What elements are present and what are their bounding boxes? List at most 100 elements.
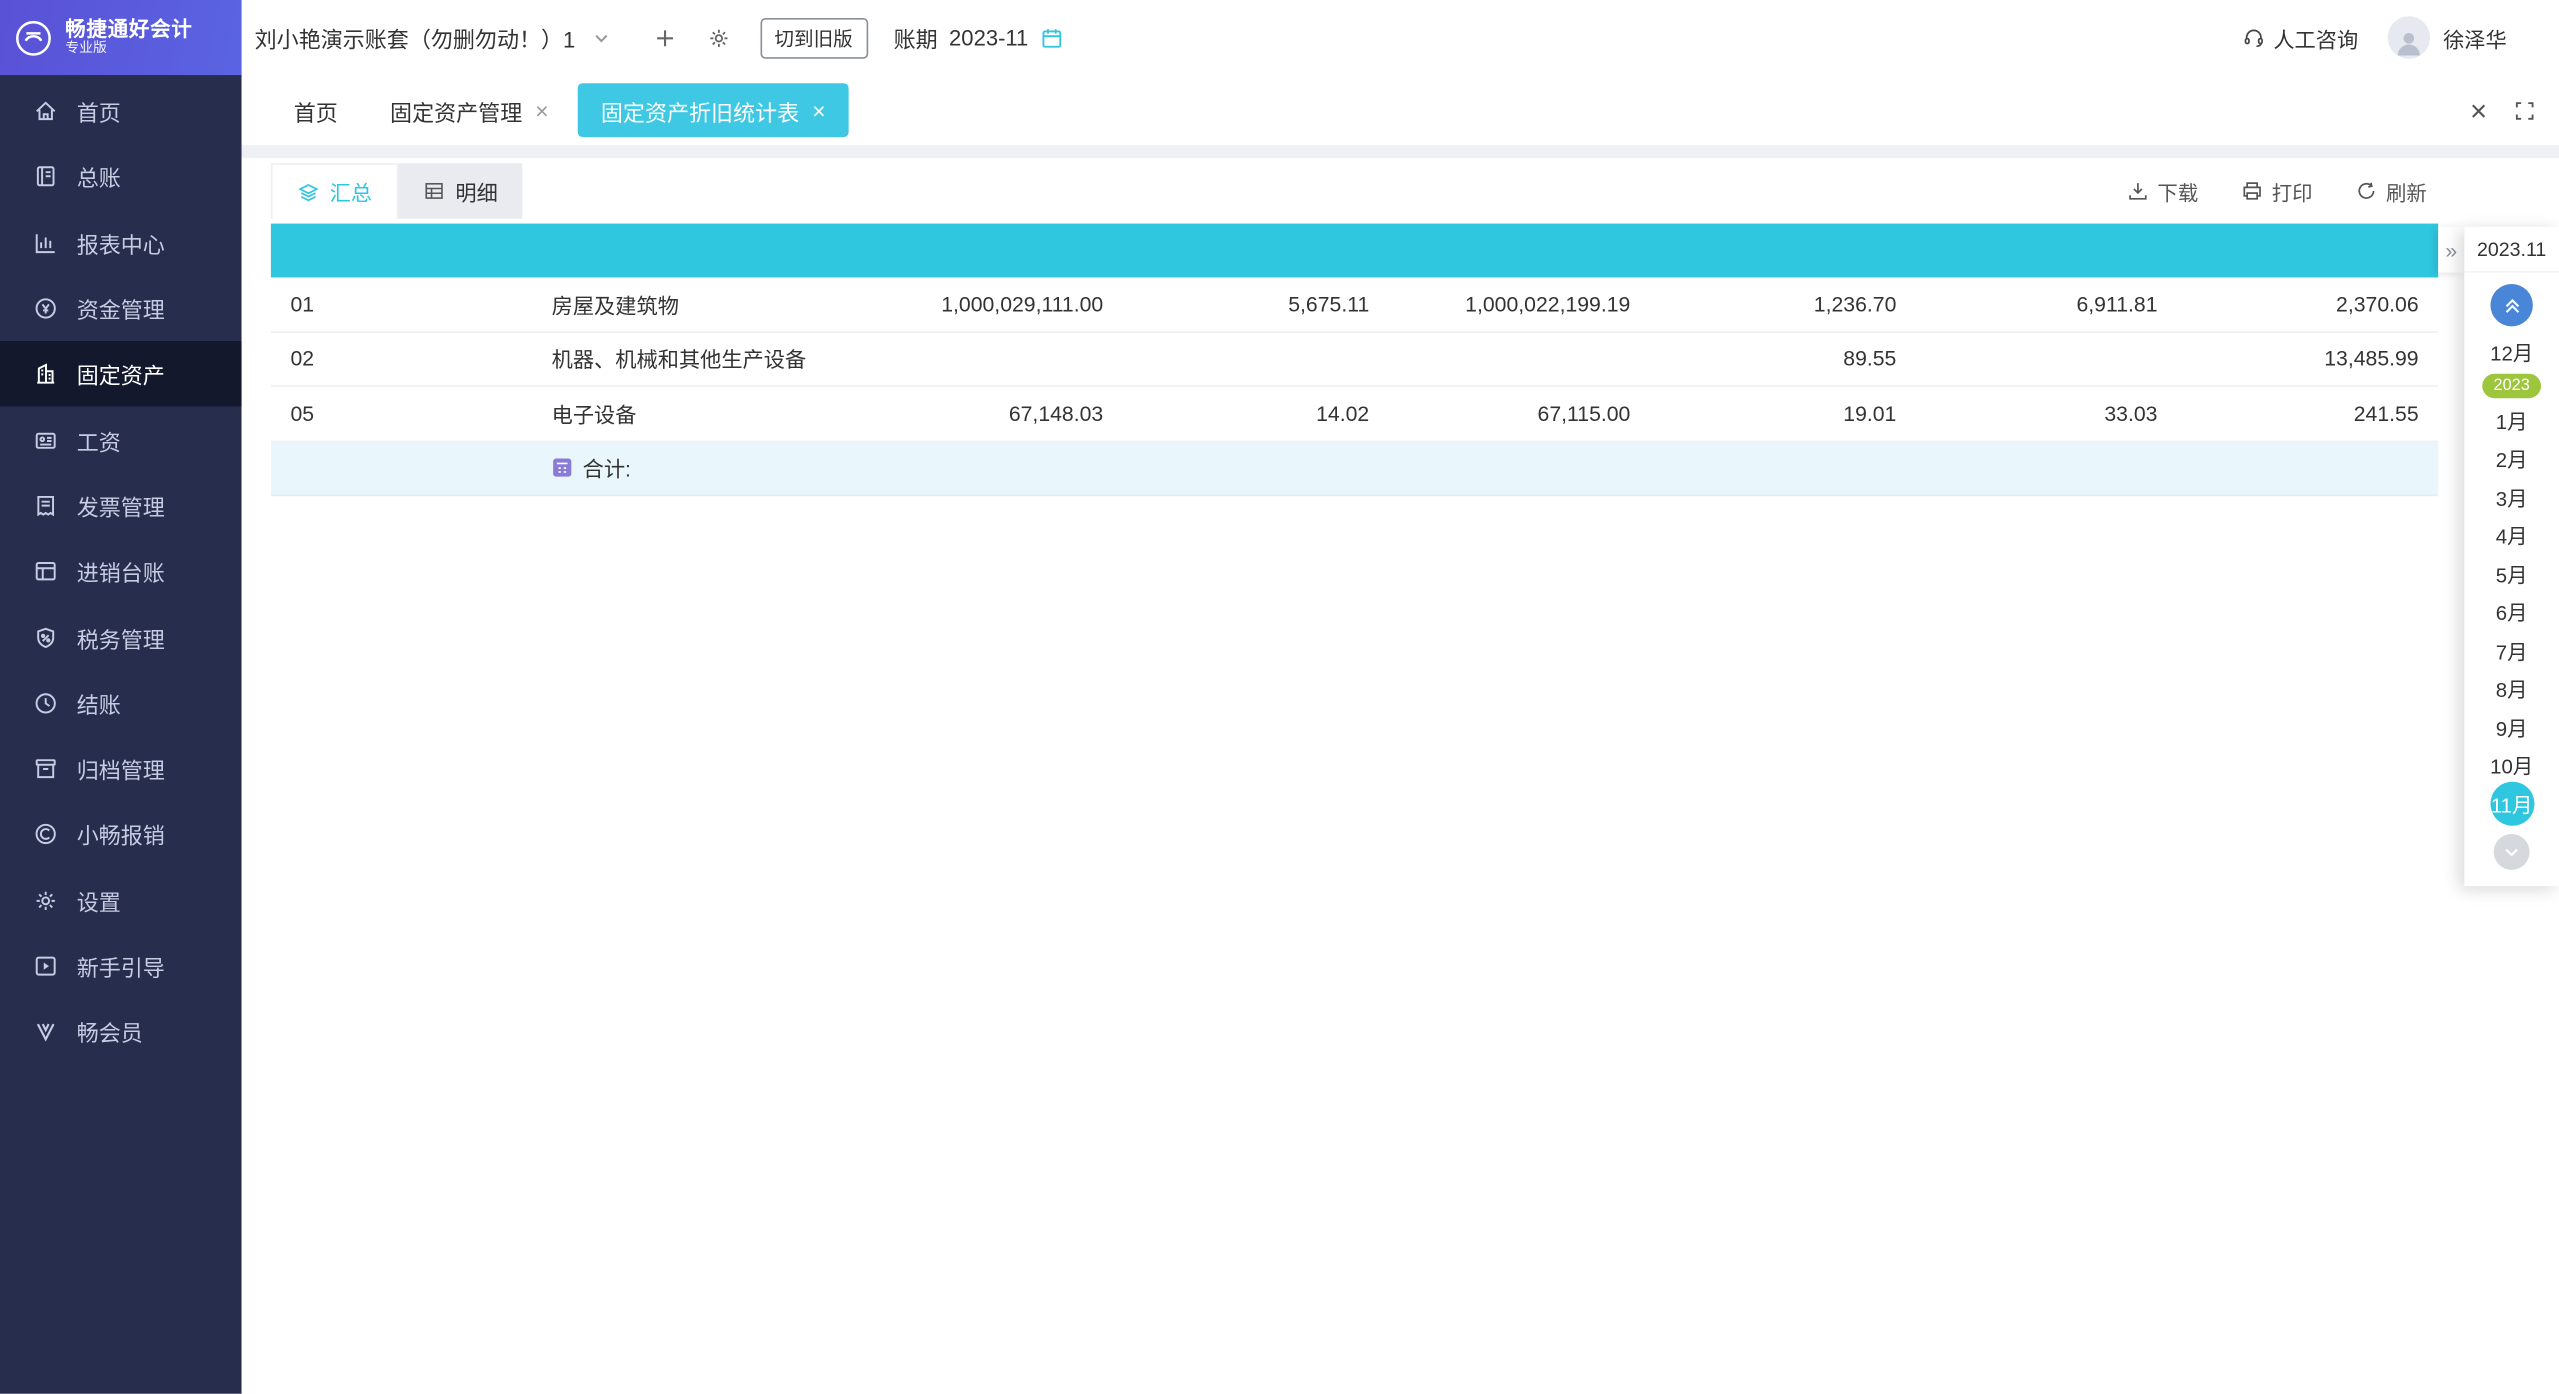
- username[interactable]: 徐泽华: [2443, 26, 2507, 52]
- sidebar-item-home[interactable]: 首页: [0, 78, 242, 144]
- month-item-12[interactable]: 11月: [2464, 781, 2559, 826]
- ending-accum-depreciation-cell: [1916, 332, 2177, 385]
- column-header-4: [1389, 224, 1650, 278]
- topbar-right: 人工咨询 徐泽华: [2242, 16, 2507, 59]
- sidebar-item-archive-management[interactable]: 归档管理: [0, 736, 242, 802]
- account-set-name: 刘小艳演示账套（勿删勿动！）1: [254, 27, 576, 53]
- scroll-down-button[interactable]: [2493, 833, 2530, 870]
- total-label-cell: 合计:: [532, 441, 858, 494]
- net-value-cell: 67,115.00: [1537, 401, 1631, 426]
- original-value-cell: 67,148.03: [1008, 401, 1104, 426]
- calendar-icon[interactable]: [1040, 25, 1064, 49]
- fund-icon: [33, 295, 59, 321]
- table-row-2[interactable]: 05 电子设备 67,148.03 14.02 67,115.00 19.01 …: [270, 387, 2439, 442]
- app-logo: 畅捷通好会计 专业版: [0, 0, 242, 76]
- category-name-cell: 电子设备: [551, 402, 637, 428]
- tab-close-icon[interactable]: ×: [812, 97, 826, 124]
- chevron-down-icon: [592, 29, 610, 47]
- sidebar-item-beginner-guide[interactable]: 新手引导: [0, 933, 242, 999]
- month-item-9[interactable]: 8月: [2495, 679, 2528, 703]
- summary-view-label: 汇总: [329, 181, 373, 206]
- tab-home[interactable]: 首页 ×: [293, 100, 338, 125]
- sidebar-nav: 首页 总账 报表中心 资金管理 固定资产 工资 发票管理 进销台账 税务管理 结…: [0, 75, 242, 1065]
- month-item-6[interactable]: 5月: [2495, 564, 2528, 588]
- month-item-8[interactable]: 7月: [2495, 640, 2528, 664]
- ledger-icon: [33, 164, 59, 190]
- current-year-depreciation-cell: 2,370.06: [2336, 291, 2419, 317]
- add-account-set-button[interactable]: [652, 25, 676, 49]
- sidebar-item-closing[interactable]: 结账: [0, 670, 242, 736]
- closing-icon: [33, 690, 59, 716]
- tab-close-icon[interactable]: ×: [535, 97, 549, 124]
- tab-fixed-asset-depreciation-report[interactable]: 固定资产折旧统计表 ×: [578, 83, 849, 138]
- category-code-cell: 02: [290, 346, 315, 371]
- stock-ledger-icon: [33, 559, 59, 585]
- print-icon: [2241, 180, 2264, 203]
- original-value-cell: [858, 332, 1122, 385]
- detail-view-tab[interactable]: 明细: [398, 163, 523, 219]
- month-item-11[interactable]: 10月: [2490, 756, 2534, 779]
- print-label: 打印: [2271, 181, 2313, 205]
- current-month-depreciation-cell: 19.01: [1843, 401, 1897, 426]
- logo-icon: [13, 17, 54, 58]
- month-item-7[interactable]: 6月: [2495, 602, 2528, 626]
- month-item-2[interactable]: 1月: [2495, 410, 2528, 434]
- refresh-button[interactable]: 刷新: [2355, 175, 2427, 206]
- sidebar-item-fixed-assets[interactable]: 固定资产: [0, 341, 242, 408]
- month-item-5[interactable]: 4月: [2495, 525, 2528, 549]
- account-settings-gear-button[interactable]: [706, 25, 730, 49]
- sidebar-item-purchase-sale-ledger[interactable]: 进销台账: [0, 539, 242, 605]
- month-panel-collapse-handle[interactable]: »: [2438, 226, 2465, 273]
- sidebar-item-general-ledger[interactable]: 总账: [0, 144, 242, 210]
- sidebar-item-invoice-management[interactable]: 发票管理: [0, 473, 242, 539]
- column-header-7: [2177, 224, 2438, 278]
- switch-old-version-button[interactable]: 切到旧版: [759, 17, 868, 58]
- column-header-5: [1650, 224, 1916, 278]
- total-cell-4: [1916, 441, 2177, 494]
- close-tabs-button[interactable]: ×: [2470, 93, 2488, 127]
- sidebar-item-tax-management[interactable]: 税务管理: [0, 604, 242, 670]
- month-item-3[interactable]: 2月: [2495, 449, 2528, 473]
- topbar: 刘小艳演示账套（勿删勿动！）1 切到旧版 账期 2023-11 人工咨询: [241, 0, 2559, 76]
- support-button[interactable]: 人工咨询: [2242, 22, 2358, 53]
- month-item-0[interactable]: 12月: [2490, 343, 2534, 366]
- current-month-depreciation-cell: 89.55: [1843, 346, 1897, 371]
- tax-icon: [33, 624, 59, 650]
- current-period-label: 2023.11: [2464, 227, 2559, 273]
- sidebar-item-reimbursement[interactable]: 小畅报销: [0, 802, 242, 868]
- accounting-period: 账期 2023-11: [894, 21, 1065, 54]
- print-button[interactable]: 打印: [2241, 175, 2313, 206]
- tab-fixed-asset-management[interactable]: 固定资产管理 ×: [390, 97, 549, 125]
- account-set-selector[interactable]: 刘小艳演示账套（勿删勿动！）1: [255, 21, 610, 54]
- sidebar-item-settings[interactable]: 设置: [0, 868, 242, 934]
- sidebar-item-report-center[interactable]: 报表中心: [0, 210, 242, 276]
- period-value[interactable]: 2023-11: [949, 25, 1029, 50]
- sidebar-item-fund-management[interactable]: 资金管理: [0, 276, 242, 342]
- beginning-accum-depreciation-cell: 14.02: [1316, 401, 1370, 426]
- avatar[interactable]: [2387, 16, 2431, 59]
- summary-view-tab[interactable]: 汇总: [270, 163, 399, 219]
- column-header-6: [1916, 224, 2177, 278]
- layers-icon: [297, 180, 320, 203]
- table-header-row: [270, 223, 2439, 278]
- open-tabs: 首页 × 固定资产管理 × 固定资产折旧统计表 ×: [242, 83, 855, 138]
- calculator-icon: [552, 457, 573, 478]
- fullscreen-button[interactable]: [2513, 99, 2536, 122]
- ending-accum-depreciation-cell: 6,911.81: [2076, 291, 2158, 317]
- column-header-2: [858, 224, 1122, 278]
- total-cell-1: [1123, 441, 1389, 494]
- depreciation-statistics-table: 01 房屋及建筑物 1,000,029,111.00 5,675.11 1,00…: [270, 223, 2439, 497]
- scroll-up-button[interactable]: [2490, 283, 2533, 327]
- sidebar-item-membership[interactable]: 畅会员: [0, 999, 242, 1065]
- table-row-0[interactable]: 01 房屋及建筑物 1,000,029,111.00 5,675.11 1,00…: [270, 277, 2439, 333]
- download-button[interactable]: 下载: [2126, 175, 2198, 206]
- month-item-10[interactable]: 9月: [2495, 717, 2528, 741]
- table-row-1[interactable]: 02 机器、机械和其他生产设备 89.55 13,485.99: [270, 332, 2439, 387]
- category-code-cell: 05: [290, 401, 315, 426]
- table-body: 01 房屋及建筑物 1,000,029,111.00 5,675.11 1,00…: [270, 277, 2439, 442]
- logo-title: 畅捷通好会计: [65, 17, 193, 41]
- sidebar-item-payroll[interactable]: 工资: [0, 407, 242, 473]
- archive-icon: [33, 756, 59, 782]
- month-item-4[interactable]: 3月: [2495, 487, 2528, 511]
- refresh-icon: [2355, 180, 2378, 203]
